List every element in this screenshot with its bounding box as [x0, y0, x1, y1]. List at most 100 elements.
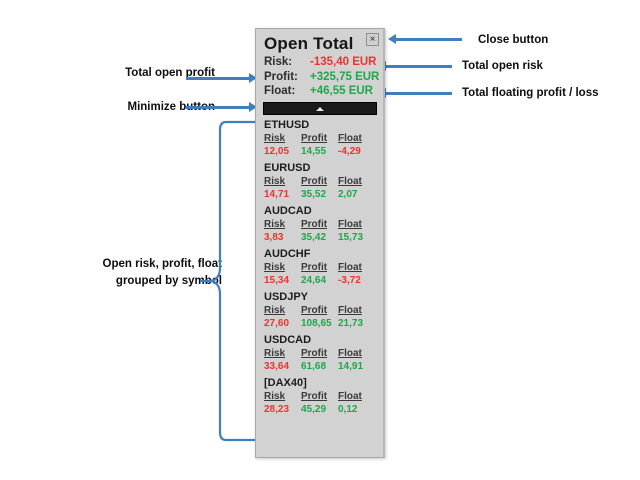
symbol-group: USDCAD Risk Profit Float 33,64 61,68 14,91 — [264, 333, 377, 373]
column-headers: Risk Profit Float — [264, 304, 377, 317]
column-headers: Risk Profit Float — [264, 390, 377, 403]
cell-profit: 108,65 — [301, 317, 338, 330]
value-float: 21,73 — [338, 317, 364, 329]
value-float: 0,12 — [338, 403, 358, 415]
column-header-float: Float — [338, 175, 362, 187]
symbol-group: AUDCHF Risk Profit Float 15,34 24,64 -3,72 — [264, 247, 377, 287]
value-risk: 14,71 — [264, 188, 290, 200]
column-header-cell: Float — [338, 261, 375, 274]
column-header-cell: Profit — [301, 347, 338, 360]
column-header-risk: Risk — [264, 218, 286, 230]
column-headers: Risk Profit Float — [264, 347, 377, 360]
symbol-group: AUDCAD Risk Profit Float 3,83 35,42 15,73 — [264, 204, 377, 244]
column-header-profit: Profit — [301, 218, 328, 230]
table-row: 12,05 14,55 -4,29 — [264, 145, 377, 158]
value-float: -4,29 — [338, 145, 361, 157]
column-header-float: Float — [338, 390, 362, 402]
symbol-name: USDJPY — [264, 290, 309, 303]
column-header-profit: Profit — [301, 390, 328, 402]
totals-summary: Risk: -135,40 EUR Profit: +325,75 EUR Fl… — [256, 54, 383, 99]
brace-grouped-by-symbol — [198, 118, 258, 444]
column-header-cell: Profit — [301, 390, 338, 403]
column-header-cell: Float — [338, 304, 375, 317]
column-header-cell: Risk — [264, 304, 301, 317]
column-header-cell: Risk — [264, 261, 301, 274]
symbol-name: [DAX40] — [264, 376, 307, 389]
value-profit: 35,52 — [301, 188, 327, 200]
column-header-cell: Float — [338, 132, 375, 145]
total-row-profit: Profit: +325,75 EUR — [264, 70, 379, 85]
value-profit: 14,55 — [301, 145, 327, 157]
column-header-risk: Risk — [264, 390, 286, 402]
minimize-button[interactable] — [263, 101, 377, 115]
column-header-float: Float — [338, 261, 362, 273]
column-header-float: Float — [338, 347, 362, 359]
table-row: 14,71 35,52 2,07 — [264, 188, 377, 201]
symbol-group: [DAX40] Risk Profit Float 28,23 45,29 0,12 — [264, 376, 377, 416]
column-header-risk: Risk — [264, 347, 286, 359]
open-total-panel: Open Total × Risk: -135,40 EUR Profit: +… — [255, 28, 385, 458]
column-header-profit: Profit — [301, 261, 328, 273]
value-profit: 108,65 — [301, 317, 332, 329]
symbol-groups-list: ETHUSD Risk Profit Float 12,05 14,55 -4,29 EURU… — [256, 115, 383, 416]
value-risk: 28,23 — [264, 403, 290, 415]
arrow-total-open-profit — [186, 77, 250, 80]
annotation-total-open-profit-label: Total open profit — [125, 67, 215, 79]
symbol-name: EURUSD — [264, 161, 311, 174]
annotation-grouped-line-1: Open risk, profit, float — [102, 258, 222, 270]
symbol-name: AUDCHF — [264, 247, 311, 260]
value-risk: 3,83 — [264, 231, 284, 243]
table-row: 27,60 108,65 21,73 — [264, 317, 377, 330]
symbol-group: EURUSD Risk Profit Float 14,71 35,52 2,07 — [264, 161, 377, 201]
table-row: 3,83 35,42 15,73 — [264, 231, 377, 244]
cell-float: 15,73 — [338, 231, 375, 244]
value-profit: 35,42 — [301, 231, 327, 243]
column-header-profit: Profit — [301, 347, 328, 359]
cell-float: -3,72 — [338, 274, 375, 287]
column-header-cell: Risk — [264, 175, 301, 188]
total-risk-label: Risk: — [264, 56, 293, 68]
column-header-profit: Profit — [301, 132, 328, 144]
column-header-risk: Risk — [264, 261, 286, 273]
cell-float: -4,29 — [338, 145, 375, 158]
value-risk: 27,60 — [264, 317, 290, 329]
cell-risk: 33,64 — [264, 360, 301, 373]
annotation-total-open-risk: Total open risk — [462, 59, 543, 74]
column-header-risk: Risk — [264, 304, 286, 316]
symbol-name: AUDCAD — [264, 204, 312, 217]
column-header-profit: Profit — [301, 304, 328, 316]
cell-profit: 14,55 — [301, 145, 338, 158]
column-headers: Risk Profit Float — [264, 218, 377, 231]
column-header-cell: Risk — [264, 218, 301, 231]
cell-risk: 28,23 — [264, 403, 301, 416]
value-profit: 61,68 — [301, 360, 327, 372]
triangle-up-icon — [316, 106, 324, 111]
annotation-total-open-risk-label: Total open risk — [462, 60, 543, 72]
value-float: 15,73 — [338, 231, 364, 243]
table-row: 33,64 61,68 14,91 — [264, 360, 377, 373]
cell-float: 14,91 — [338, 360, 375, 373]
panel-header: Open Total × — [256, 29, 383, 54]
value-risk: 33,64 — [264, 360, 290, 372]
symbol-group: USDJPY Risk Profit Float 27,60 108,65 21,73 — [264, 290, 377, 330]
column-header-cell: Risk — [264, 390, 301, 403]
symbol-name: ETHUSD — [264, 118, 310, 131]
cell-profit: 35,42 — [301, 231, 338, 244]
column-header-cell: Float — [338, 390, 375, 403]
symbol-name: USDCAD — [264, 333, 312, 346]
value-float: 2,07 — [338, 188, 358, 200]
arrow-minimize-button — [186, 106, 250, 109]
cell-risk: 15,34 — [264, 274, 301, 287]
cell-float: 21,73 — [338, 317, 375, 330]
column-header-float: Float — [338, 218, 362, 230]
total-row-float: Float: +46,55 EUR — [264, 84, 377, 99]
column-header-cell: Profit — [301, 175, 338, 188]
total-profit-label: Profit: — [264, 70, 298, 83]
symbol-group: ETHUSD Risk Profit Float 12,05 14,55 -4,29 — [264, 118, 377, 158]
close-icon[interactable]: × — [366, 33, 379, 46]
column-headers: Risk Profit Float — [264, 261, 377, 274]
annotation-grouped-by-symbol: Open risk, profit, float grouped by symb… — [103, 256, 222, 290]
column-header-cell: Profit — [301, 304, 338, 317]
annotation-close-button: Close button — [478, 33, 548, 48]
table-row: 15,34 24,64 -3,72 — [264, 274, 377, 287]
